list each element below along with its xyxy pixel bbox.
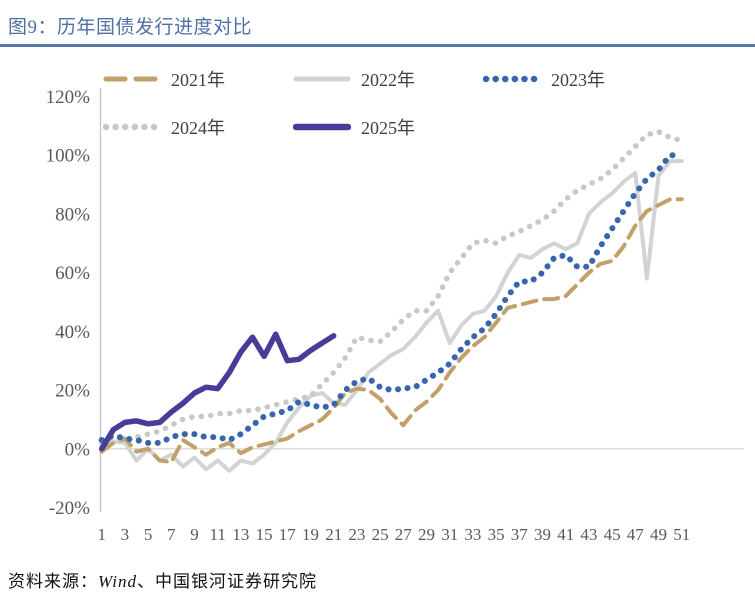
x-tick-label: 9 (190, 525, 199, 544)
x-tick-label: 47 (627, 525, 645, 544)
legend-line-sample-dashed (103, 76, 161, 82)
series-line-2021年 (99, 197, 684, 464)
legend-item-2021年: 2021年 (103, 66, 293, 92)
figure-title: 图9：历年国债发行进度对比 (8, 17, 253, 38)
legend-label: 2023年 (551, 70, 605, 90)
legend-label: 2024年 (171, 118, 225, 138)
x-tick-label: 41 (557, 525, 574, 544)
legend-item-2023年: 2023年 (483, 66, 605, 92)
x-tick-label: 23 (348, 525, 365, 544)
legend-label: 2025年 (361, 118, 415, 138)
x-tick-label: 5 (144, 525, 153, 544)
series-line-2022年 (99, 159, 684, 473)
legend-line-sample-dotted (103, 123, 161, 131)
legend-item-2025年: 2025年 (293, 114, 415, 140)
legend-line-sample-dotted (483, 75, 541, 83)
x-tick-label: 45 (604, 525, 621, 544)
x-tick-label: 39 (534, 525, 551, 544)
x-tick-label: 19 (302, 525, 319, 544)
x-tick-label: 33 (464, 525, 481, 544)
series-line-2025年 (98, 331, 337, 452)
legend-item-2024年: 2024年 (103, 114, 293, 140)
y-tick-label: 100% (46, 146, 91, 167)
x-tick-label: 1 (97, 525, 106, 544)
y-tick-label: -20% (49, 498, 90, 519)
y-tick-label: 20% (55, 381, 90, 402)
series-line-2024年 (98, 128, 685, 446)
chart-legend: 2021年 2022年 2023年 2024年 2025年 (103, 62, 743, 158)
x-tick-label: 43 (580, 525, 597, 544)
x-tick-label: 13 (232, 525, 249, 544)
y-tick-label: 60% (55, 263, 90, 284)
legend-row: 2021年 2022年 2023年 (103, 62, 743, 96)
legend-item-2022年: 2022年 (293, 66, 483, 92)
legend-line-sample-solid (293, 123, 351, 131)
x-tick-label: 11 (210, 525, 226, 544)
x-tick-label: 35 (488, 525, 505, 544)
legend-row: 2024年 2025年 (103, 110, 743, 144)
x-tick-label: 31 (441, 525, 458, 544)
x-tick-label: 25 (372, 525, 389, 544)
x-tick-label: 15 (256, 525, 273, 544)
legend-label: 2021年 (171, 70, 225, 90)
x-tick-label: 17 (279, 525, 297, 544)
source-note-suffix: 、中国银河证券研究院 (136, 572, 317, 591)
source-note: 资料来源：Wind、中国银河证券研究院 (8, 567, 317, 592)
y-tick-label: 120% (46, 87, 91, 108)
x-tick-label: 37 (511, 525, 529, 544)
x-tick-label: 3 (121, 525, 130, 544)
y-tick-label: 0% (65, 439, 91, 460)
x-tick-label: 51 (673, 525, 690, 544)
x-tick-label: 27 (395, 525, 413, 544)
x-tick-label: 49 (650, 525, 667, 544)
source-note-wind: Wind (98, 572, 137, 591)
legend-line-sample-solid (293, 76, 351, 82)
y-tick-label: 80% (55, 204, 90, 225)
source-note-prefix: 资料来源： (8, 572, 98, 591)
y-tick-label: 40% (55, 322, 90, 343)
series-line-2023年 (98, 152, 685, 446)
x-tick-label: 21 (325, 525, 342, 544)
title-divider (0, 44, 755, 47)
legend-label: 2022年 (361, 70, 415, 90)
x-tick-label: 29 (418, 525, 435, 544)
x-tick-label: 7 (167, 525, 176, 544)
